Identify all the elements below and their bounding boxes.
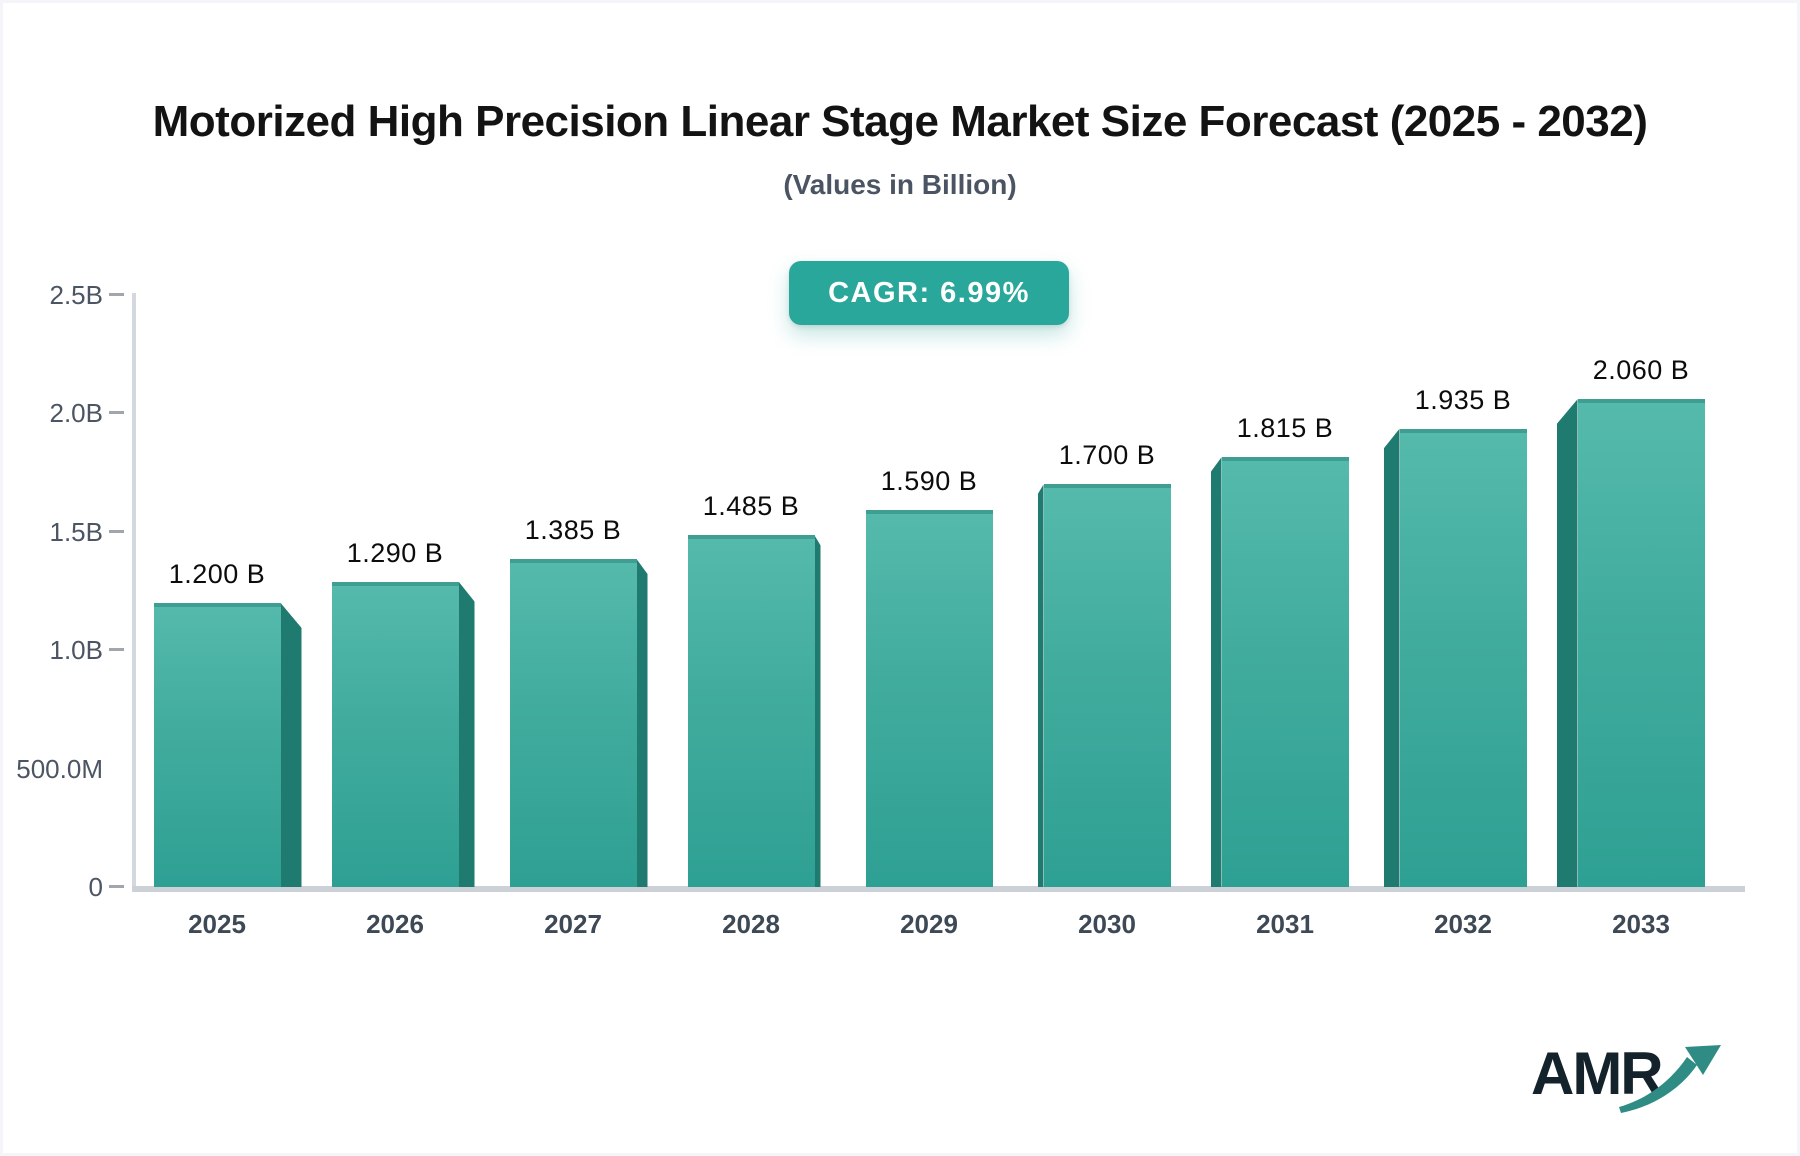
bar-2032[interactable] bbox=[1383, 428, 1527, 887]
bar-front-face bbox=[509, 559, 637, 887]
y-axis-tick-label: 2.5B bbox=[49, 280, 104, 310]
y-axis-tick-label: 500.0M bbox=[16, 753, 103, 784]
bar-side-face bbox=[1210, 457, 1222, 887]
bar-2033[interactable] bbox=[1556, 399, 1705, 887]
brand-logo-text: AMR bbox=[1531, 1040, 1664, 1107]
y-axis-tick-mark bbox=[109, 648, 124, 652]
chart-subtitle: (Values in Billion) bbox=[783, 169, 1017, 200]
bar-front-face bbox=[331, 581, 459, 887]
y-axis-tick-label: 2.0B bbox=[49, 398, 104, 429]
x-axis-label-2032: 2032 bbox=[1434, 909, 1492, 939]
bar-2026[interactable] bbox=[331, 581, 475, 887]
bar-side-face bbox=[458, 581, 475, 887]
bar-value-label: 1.290 B bbox=[346, 537, 444, 568]
bar-side-face bbox=[280, 602, 302, 887]
chart-title: Motorized High Precision Linear Stage Ma… bbox=[152, 97, 1648, 146]
bar-front-face bbox=[1399, 428, 1527, 887]
x-axis-label-2025: 2025 bbox=[188, 909, 246, 939]
bar-front-face bbox=[1577, 399, 1705, 887]
x-axis-label-2027: 2027 bbox=[544, 909, 602, 939]
growth-arrow-icon bbox=[1619, 1045, 1721, 1113]
bar-value-label: 2.060 B bbox=[1592, 355, 1690, 386]
y-axis-tick-mark bbox=[109, 411, 124, 415]
bar-value-label: 1.590 B bbox=[880, 466, 978, 497]
x-axis-line bbox=[132, 886, 1745, 892]
bar-front-face bbox=[153, 602, 281, 887]
y-axis-tick-label: 0 bbox=[88, 872, 103, 902]
x-axis-label-2030: 2030 bbox=[1078, 909, 1136, 939]
bar-front-face bbox=[1043, 484, 1171, 887]
bar-value-label: 1.385 B bbox=[524, 515, 622, 546]
bar-value-label: 1.485 B bbox=[702, 491, 800, 522]
y-axis-tick-label: 1.0B bbox=[49, 635, 104, 666]
bar-side-face bbox=[814, 535, 821, 887]
bar-front-face bbox=[865, 510, 993, 887]
x-axis-label-2029: 2029 bbox=[900, 909, 958, 939]
cagr-badge: CAGR: 6.99% bbox=[789, 261, 1069, 325]
bar-2031[interactable] bbox=[1210, 457, 1349, 887]
y-axis-tick-label: 1.5B bbox=[49, 516, 104, 547]
y-axis-tick-mark bbox=[109, 293, 124, 296]
y-axis-line bbox=[132, 293, 136, 889]
bar-side-face bbox=[1556, 399, 1578, 887]
x-axis-label-2031: 2031 bbox=[1256, 909, 1314, 939]
x-axis-label-2028: 2028 bbox=[722, 909, 780, 939]
bar-value-label: 1.700 B bbox=[1058, 440, 1156, 471]
x-axis-label-2026: 2026 bbox=[366, 909, 424, 939]
bar-2029[interactable] bbox=[865, 510, 993, 887]
bar-value-label: 1.200 B bbox=[168, 558, 266, 589]
y-axis-tick-mark bbox=[109, 529, 124, 533]
cagr-badge-label: CAGR: 6.99% bbox=[828, 276, 1030, 309]
bar-side-face bbox=[1037, 484, 1044, 887]
bar-front-face bbox=[687, 535, 815, 887]
bar-2025[interactable] bbox=[153, 602, 302, 887]
bar-2027[interactable] bbox=[509, 559, 648, 887]
bar-front-face bbox=[1221, 457, 1349, 887]
bar-side-face bbox=[636, 559, 648, 887]
bar-value-label: 1.935 B bbox=[1414, 384, 1512, 415]
y-axis-tick-mark bbox=[109, 885, 124, 888]
bar-value-label: 1.815 B bbox=[1236, 413, 1334, 444]
bar-2030[interactable] bbox=[1037, 484, 1171, 887]
x-axis-label-2033: 2033 bbox=[1612, 909, 1670, 939]
bar-2028[interactable] bbox=[687, 535, 821, 887]
bar-side-face bbox=[1383, 428, 1400, 887]
brand-logo: AMR bbox=[1531, 1031, 1731, 1121]
